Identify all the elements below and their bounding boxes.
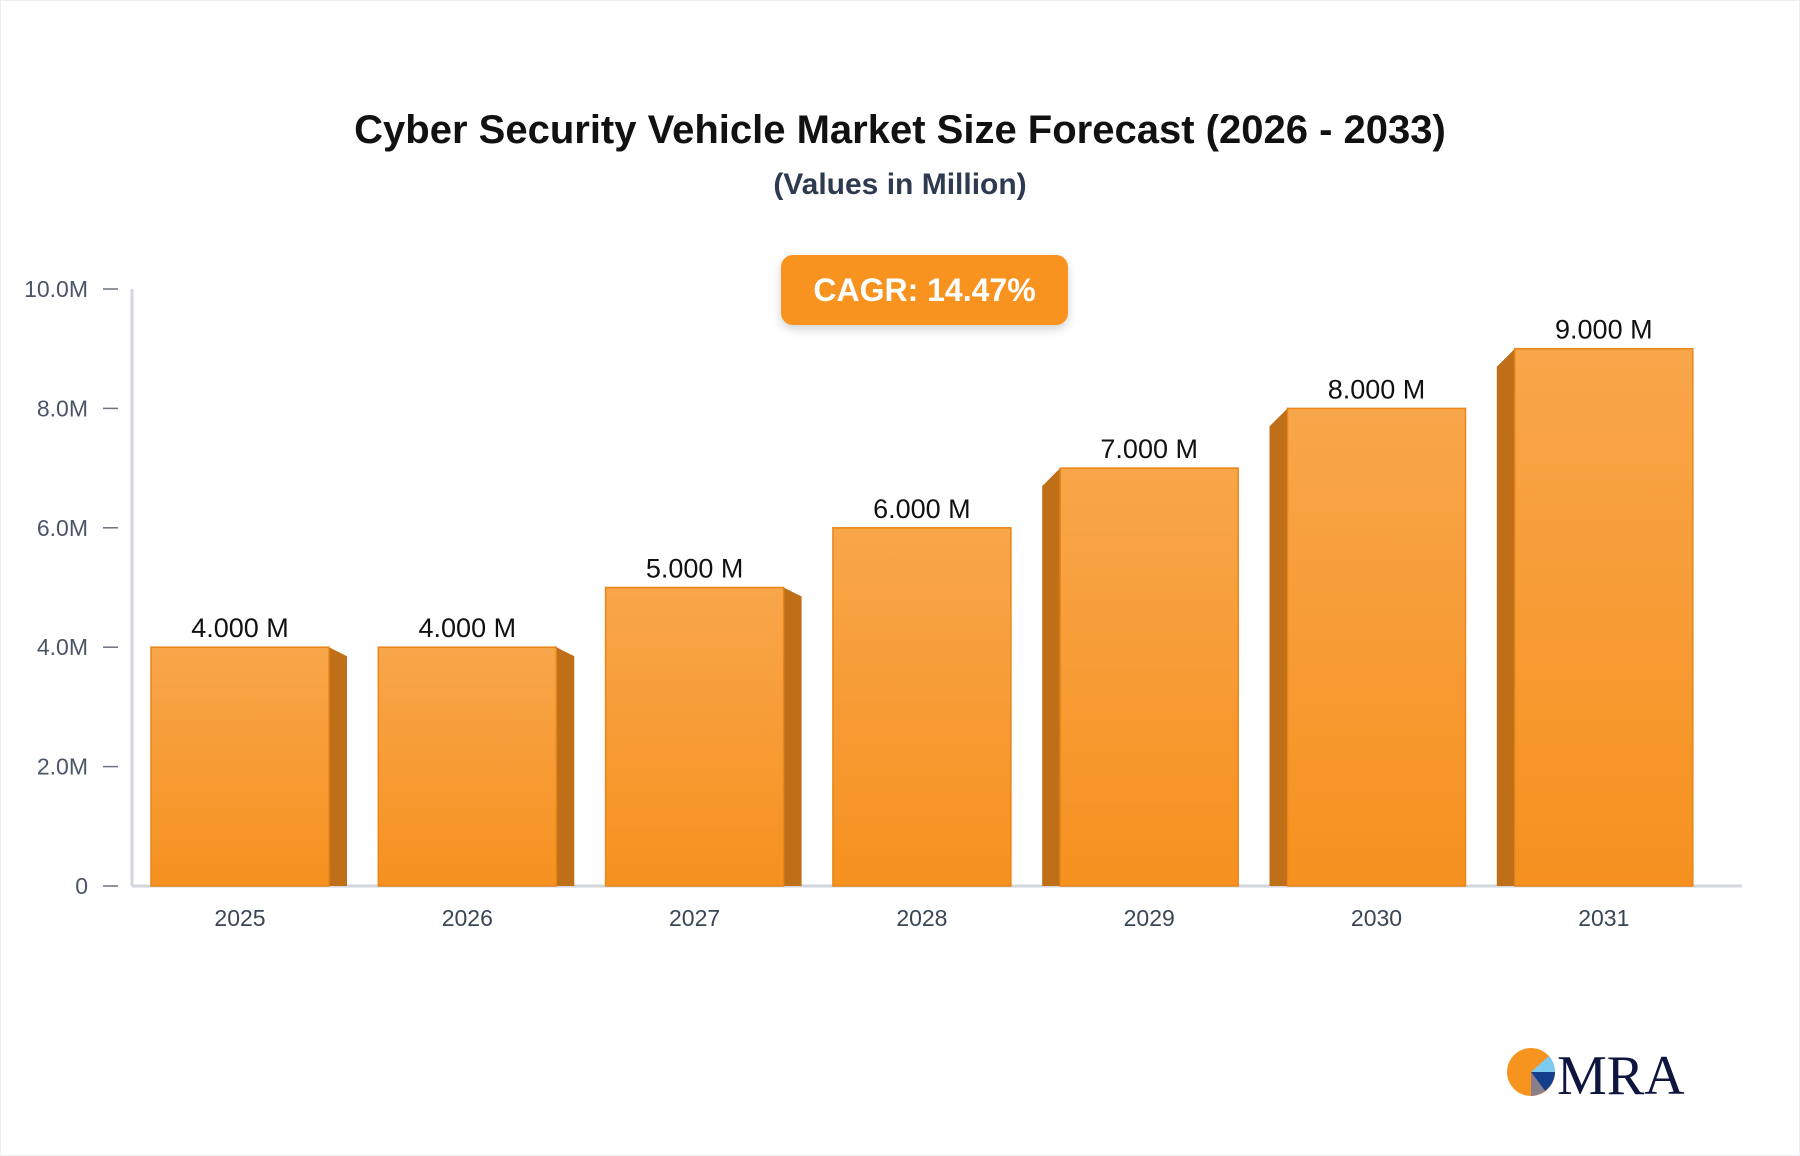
bar-value-label: 4.000 M	[419, 613, 517, 643]
x-tick-label: 2025	[214, 905, 265, 931]
mra-logo: MRA	[1507, 1045, 1685, 1102]
cagr-badge: CAGR: 14.47%	[781, 255, 1068, 325]
logo-text: MRA	[1557, 1045, 1685, 1102]
bar-2026	[377, 646, 558, 887]
bar-side-face	[1042, 468, 1061, 886]
bar-value-label: 9.000 M	[1555, 315, 1653, 345]
x-tick-label: 2028	[896, 905, 947, 931]
bar-value-label: 8.000 M	[1328, 374, 1426, 404]
y-tick-label: 0	[75, 873, 88, 899]
x-tick-label: 2029	[1124, 905, 1175, 931]
bar-2027	[604, 586, 785, 887]
y-tick-label: 4.0M	[37, 634, 88, 660]
bar-side-face	[329, 647, 347, 886]
bar-value-label: 7.000 M	[1100, 434, 1198, 464]
y-tick-label: 2.0M	[37, 754, 88, 780]
bar-side-face	[1496, 348, 1515, 886]
bar-2028	[832, 527, 1012, 887]
x-tick-label: 2026	[442, 905, 493, 931]
chart-subtitle: (Values in Million)	[773, 168, 1027, 201]
bar-side-face	[556, 647, 575, 886]
bar-2031	[1514, 347, 1694, 887]
bar-side-face	[1269, 408, 1288, 886]
y-tick-label: 8.0M	[37, 395, 88, 421]
bar-value-label: 6.000 M	[873, 494, 971, 524]
bar-2030	[1286, 407, 1467, 887]
chart-title: Cyber Security Vehicle Market Size Forec…	[354, 108, 1446, 152]
x-tick-label: 2027	[669, 905, 720, 931]
bar-side-face	[783, 587, 802, 886]
bar-2025	[150, 646, 330, 887]
x-tick-label: 2030	[1351, 905, 1402, 931]
bar-value-label: 5.000 M	[646, 554, 744, 584]
bar-value-label: 4.000 M	[191, 613, 289, 643]
bar-2029	[1059, 467, 1239, 887]
x-tick-label: 2031	[1578, 905, 1629, 931]
y-tick-label: 10.0M	[24, 276, 88, 302]
y-tick-label: 6.0M	[37, 515, 88, 541]
